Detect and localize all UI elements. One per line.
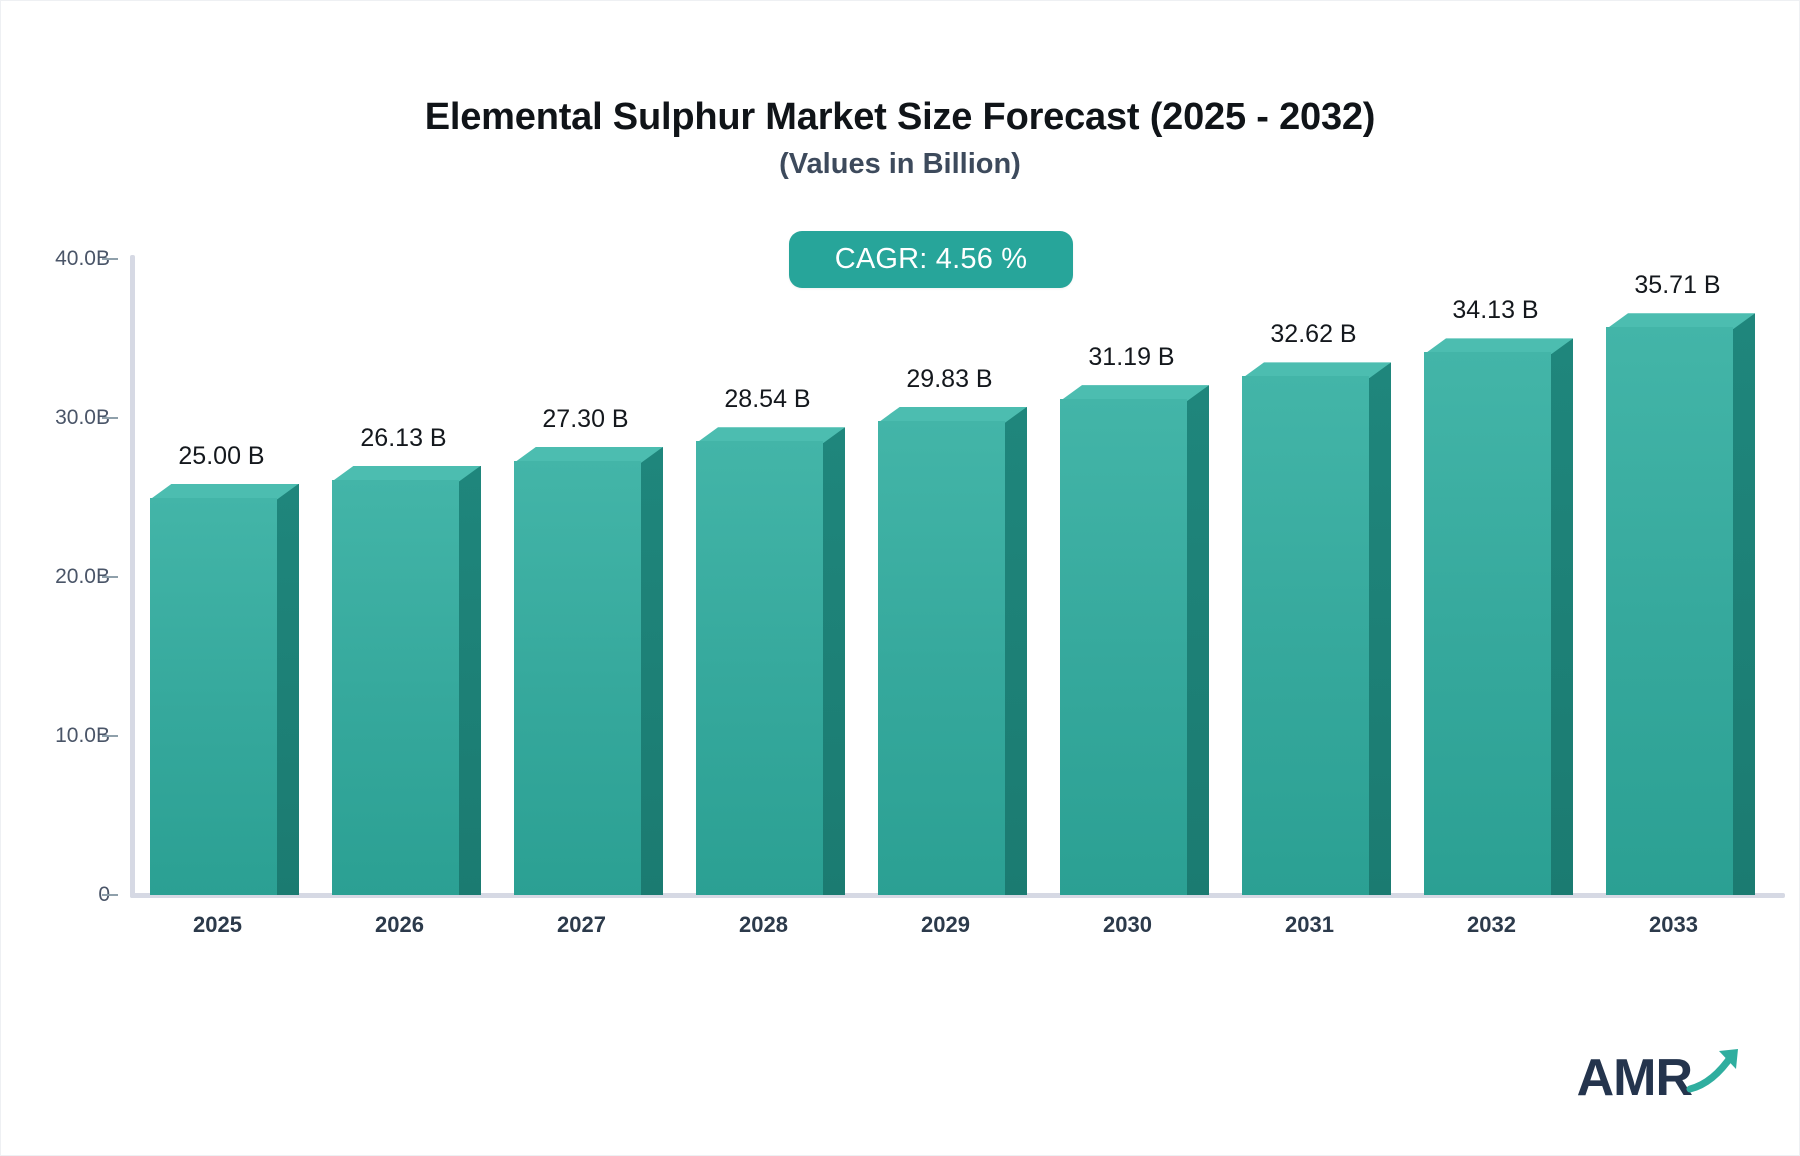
bar	[1606, 313, 1755, 895]
bar-value-label: 28.54 B	[724, 385, 811, 414]
bar-top-face	[1242, 362, 1391, 379]
bar	[1060, 385, 1209, 895]
bar-top-face	[150, 483, 299, 500]
bar-front-face	[1242, 376, 1369, 895]
x-axis-tick-label: 2026	[375, 912, 424, 937]
bar-value-label: 32.62 B	[1270, 320, 1357, 349]
bar-side-face	[1369, 362, 1391, 895]
bar-top-face	[878, 406, 1027, 423]
x-axis-tick-label: 2027	[557, 912, 606, 937]
x-axis-tick-label: 2031	[1285, 912, 1334, 937]
bar-side-face	[1187, 385, 1209, 895]
trend-up-arrow-icon	[1686, 1043, 1748, 1100]
bar-value-label: 35.71 B	[1634, 271, 1721, 300]
bar-top-face	[696, 427, 845, 444]
bar	[1242, 362, 1391, 895]
bar-front-face	[878, 420, 1005, 895]
x-axis-tick-label: 2025	[193, 912, 242, 937]
bar-value-label: 25.00 B	[178, 441, 265, 470]
bar-front-face	[332, 479, 459, 895]
bar-side-face	[823, 427, 845, 895]
bar-side-face	[641, 446, 663, 895]
bar-front-face	[1606, 327, 1733, 895]
page-subtitle: (Values in Billion)	[779, 148, 1021, 180]
bar	[878, 406, 1027, 895]
x-axis-tick-label: 2030	[1103, 912, 1152, 937]
x-axis-tick-label: 2032	[1467, 912, 1516, 937]
bar-value-label: 31.19 B	[1088, 343, 1175, 372]
bar	[150, 483, 299, 895]
amr-logo-text: AMR	[1576, 1049, 1693, 1107]
bar-front-face	[1060, 399, 1187, 895]
bar-top-face	[1424, 338, 1573, 355]
bar-top-face	[332, 465, 481, 482]
bar	[696, 427, 845, 895]
bar-top-face	[1060, 385, 1209, 402]
bar-side-face	[459, 465, 481, 895]
bar	[332, 465, 481, 895]
page-title: Elemental Sulphur Market Size Forecast (…	[424, 96, 1376, 138]
bar-side-face	[277, 483, 299, 895]
bar	[1424, 338, 1573, 895]
bar	[514, 446, 663, 895]
bar-value-label: 27.30 B	[542, 404, 629, 433]
bar-top-face	[514, 446, 663, 463]
bar-side-face	[1733, 313, 1755, 895]
x-axis-tick-label: 2029	[921, 912, 970, 937]
bar-front-face	[150, 497, 277, 895]
x-axis-tick-label: 2033	[1649, 912, 1698, 937]
bar-front-face	[514, 460, 641, 895]
bar-top-face	[1606, 313, 1755, 330]
bar-value-label: 34.13 B	[1452, 296, 1539, 325]
bar-front-face	[1424, 352, 1551, 895]
amr-logo: AMR	[1577, 1043, 1748, 1104]
bar-side-face	[1551, 338, 1573, 895]
bar-value-label: 29.83 B	[906, 364, 993, 393]
x-axis-tick-label: 2028	[739, 912, 788, 937]
bar-side-face	[1005, 406, 1027, 895]
bar-value-label: 26.13 B	[360, 423, 447, 452]
cagr-badge-label: CAGR: 4.56 %	[834, 243, 1028, 275]
cagr-badge: CAGR: 4.56 %	[789, 231, 1073, 288]
bar-front-face	[696, 441, 823, 895]
